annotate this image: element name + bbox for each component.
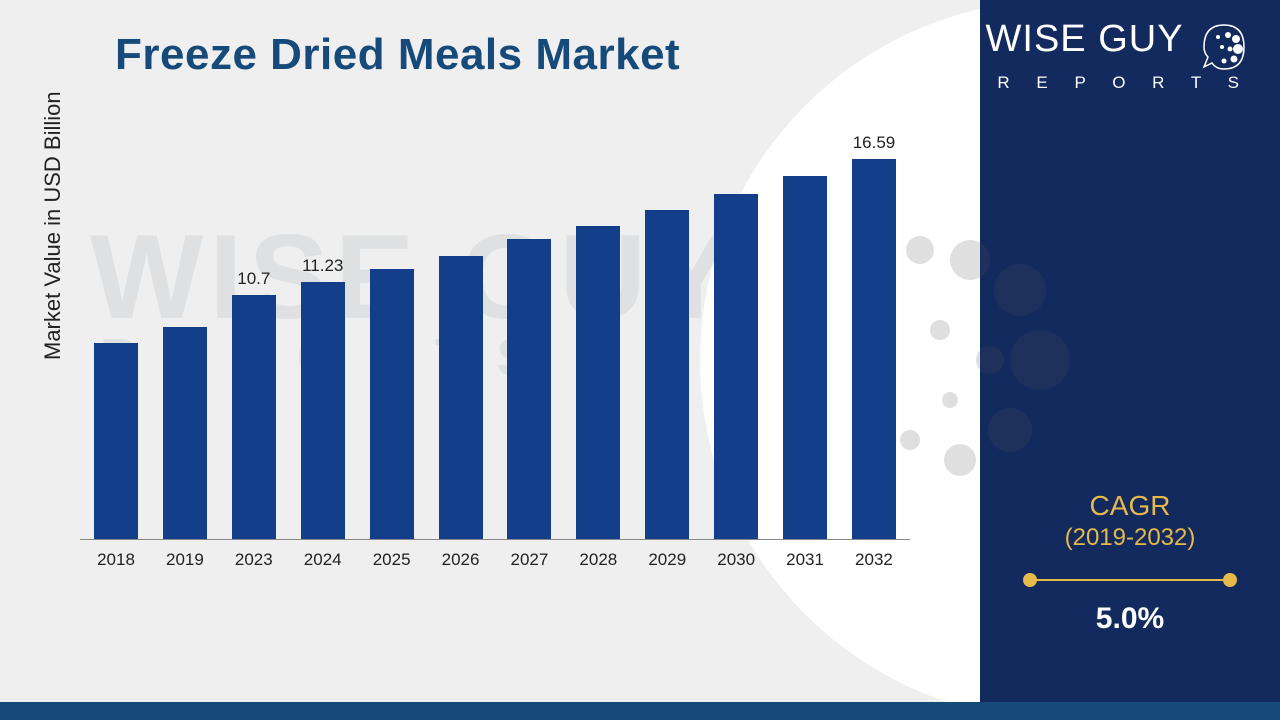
ai-head-icon <box>1194 19 1250 75</box>
x-tick-label: 2031 <box>775 550 835 570</box>
bar-2024: 11.23 <box>293 282 353 540</box>
x-tick-label: 2028 <box>568 550 628 570</box>
cagr-title: CAGR <box>1020 490 1240 522</box>
x-tick-label: 2024 <box>293 550 353 570</box>
bar-2026 <box>431 256 491 540</box>
dot-icon <box>1023 573 1037 587</box>
x-tick-label: 2026 <box>431 550 491 570</box>
bar-value-label: 11.23 <box>302 256 343 276</box>
bar-2025 <box>362 269 422 540</box>
dot-icon <box>1223 573 1237 587</box>
bar-2031 <box>775 176 835 540</box>
bar-rect <box>301 282 345 540</box>
bar-rect <box>783 176 827 540</box>
x-tick-label: 2029 <box>637 550 697 570</box>
bar-rect <box>439 256 483 540</box>
bar-chart: 10.711.2316.59 2018201920232024202520262… <box>80 150 910 570</box>
x-tick-label: 2032 <box>844 550 904 570</box>
bar-rect <box>370 269 414 540</box>
bar-2030 <box>706 194 766 540</box>
x-tick-label: 2030 <box>706 550 766 570</box>
x-tick-label: 2018 <box>86 550 146 570</box>
brand-logo: WISE GUY R E P O R T S <box>986 18 1250 93</box>
x-tick-label: 2025 <box>362 550 422 570</box>
bar-rect <box>645 210 689 540</box>
bar-2028 <box>568 226 628 540</box>
bar-rect <box>232 295 276 540</box>
bar-2029 <box>637 210 697 540</box>
bar-rect <box>576 226 620 540</box>
canvas: WISE GUY REPORTS Freeze Dried Meals Mark… <box>0 0 1280 720</box>
bar-rect <box>507 239 551 540</box>
logo-text: WISE GUY <box>986 18 1184 60</box>
cagr-value: 5.0% <box>1020 602 1240 636</box>
bar-2018 <box>86 343 146 540</box>
bar-rect <box>94 343 138 540</box>
chart-title: Freeze Dried Meals Market <box>115 30 680 80</box>
bar-rect <box>714 194 758 540</box>
bar-value-label: 16.59 <box>853 133 896 153</box>
bar-rect <box>163 327 207 540</box>
x-axis-labels: 2018 2019 2023 2024 2025 2026 2027 2028 2029 2030… <box>80 550 910 570</box>
bar-2019 <box>155 327 215 540</box>
x-tick-label: 2027 <box>499 550 559 570</box>
y-axis-label: Market Value in USD Billion <box>40 91 66 360</box>
bar-2027 <box>499 239 559 540</box>
bars-container: 10.711.2316.59 <box>80 150 910 540</box>
bar-2032: 16.59 <box>844 159 904 540</box>
x-tick-label: 2019 <box>155 550 215 570</box>
bar-2023: 10.7 <box>224 295 284 540</box>
cagr-block: CAGR (2019-2032) 5.0% <box>1020 490 1240 636</box>
x-axis-line <box>80 539 910 540</box>
bar-rect <box>852 159 896 540</box>
footer-strip <box>0 702 1280 720</box>
logo-subtext: R E P O R T S <box>986 73 1250 93</box>
cagr-range: (2019-2032) <box>1020 524 1240 552</box>
bar-value-label: 10.7 <box>237 269 270 289</box>
cagr-divider <box>1030 570 1230 590</box>
x-tick-label: 2023 <box>224 550 284 570</box>
